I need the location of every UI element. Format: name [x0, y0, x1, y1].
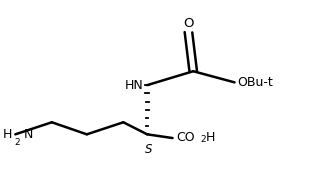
Text: N: N [23, 128, 33, 141]
Text: H: H [3, 128, 12, 141]
Text: OBu-t: OBu-t [238, 76, 273, 89]
Text: H: H [206, 131, 215, 144]
Text: 2: 2 [200, 135, 206, 144]
Text: S: S [145, 143, 152, 156]
Text: O: O [183, 17, 194, 30]
Text: 2: 2 [14, 138, 20, 147]
Text: CO: CO [176, 131, 195, 144]
Text: HN: HN [125, 79, 144, 92]
